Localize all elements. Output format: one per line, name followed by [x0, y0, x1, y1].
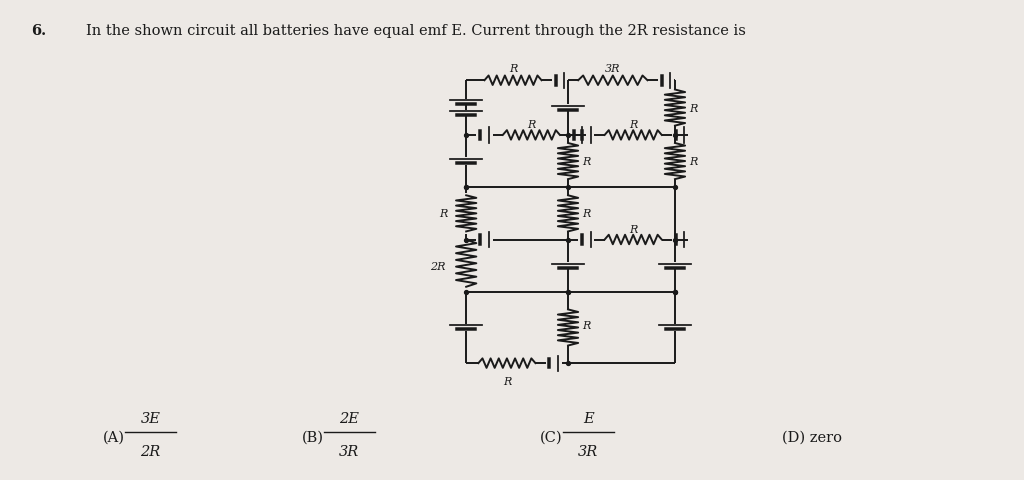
Text: R: R [629, 225, 637, 235]
Text: R: R [509, 64, 517, 74]
Text: E: E [583, 411, 594, 425]
Text: R: R [583, 157, 591, 167]
Text: R: R [439, 209, 447, 219]
Text: In the shown circuit all batteries have equal emf E. Current through the 2R resi: In the shown circuit all batteries have … [86, 24, 746, 38]
Text: 3R: 3R [579, 444, 598, 458]
Text: 2E: 2E [339, 411, 359, 425]
Text: R: R [527, 120, 536, 130]
Text: 3E: 3E [140, 411, 161, 425]
Text: R: R [583, 321, 591, 330]
Text: 2R: 2R [140, 444, 161, 458]
Text: R: R [689, 157, 697, 167]
Text: 3R: 3R [339, 444, 359, 458]
Text: R: R [503, 377, 511, 386]
Text: 2R: 2R [430, 261, 445, 271]
Text: 6.: 6. [32, 24, 46, 38]
Text: (D) zero: (D) zero [782, 430, 843, 444]
Text: (A): (A) [103, 430, 125, 444]
Text: R: R [689, 103, 697, 113]
Text: 3R: 3R [605, 64, 621, 74]
Text: R: R [583, 209, 591, 219]
Text: (B): (B) [302, 430, 324, 444]
Text: (C): (C) [541, 430, 563, 444]
Text: R: R [629, 120, 637, 130]
